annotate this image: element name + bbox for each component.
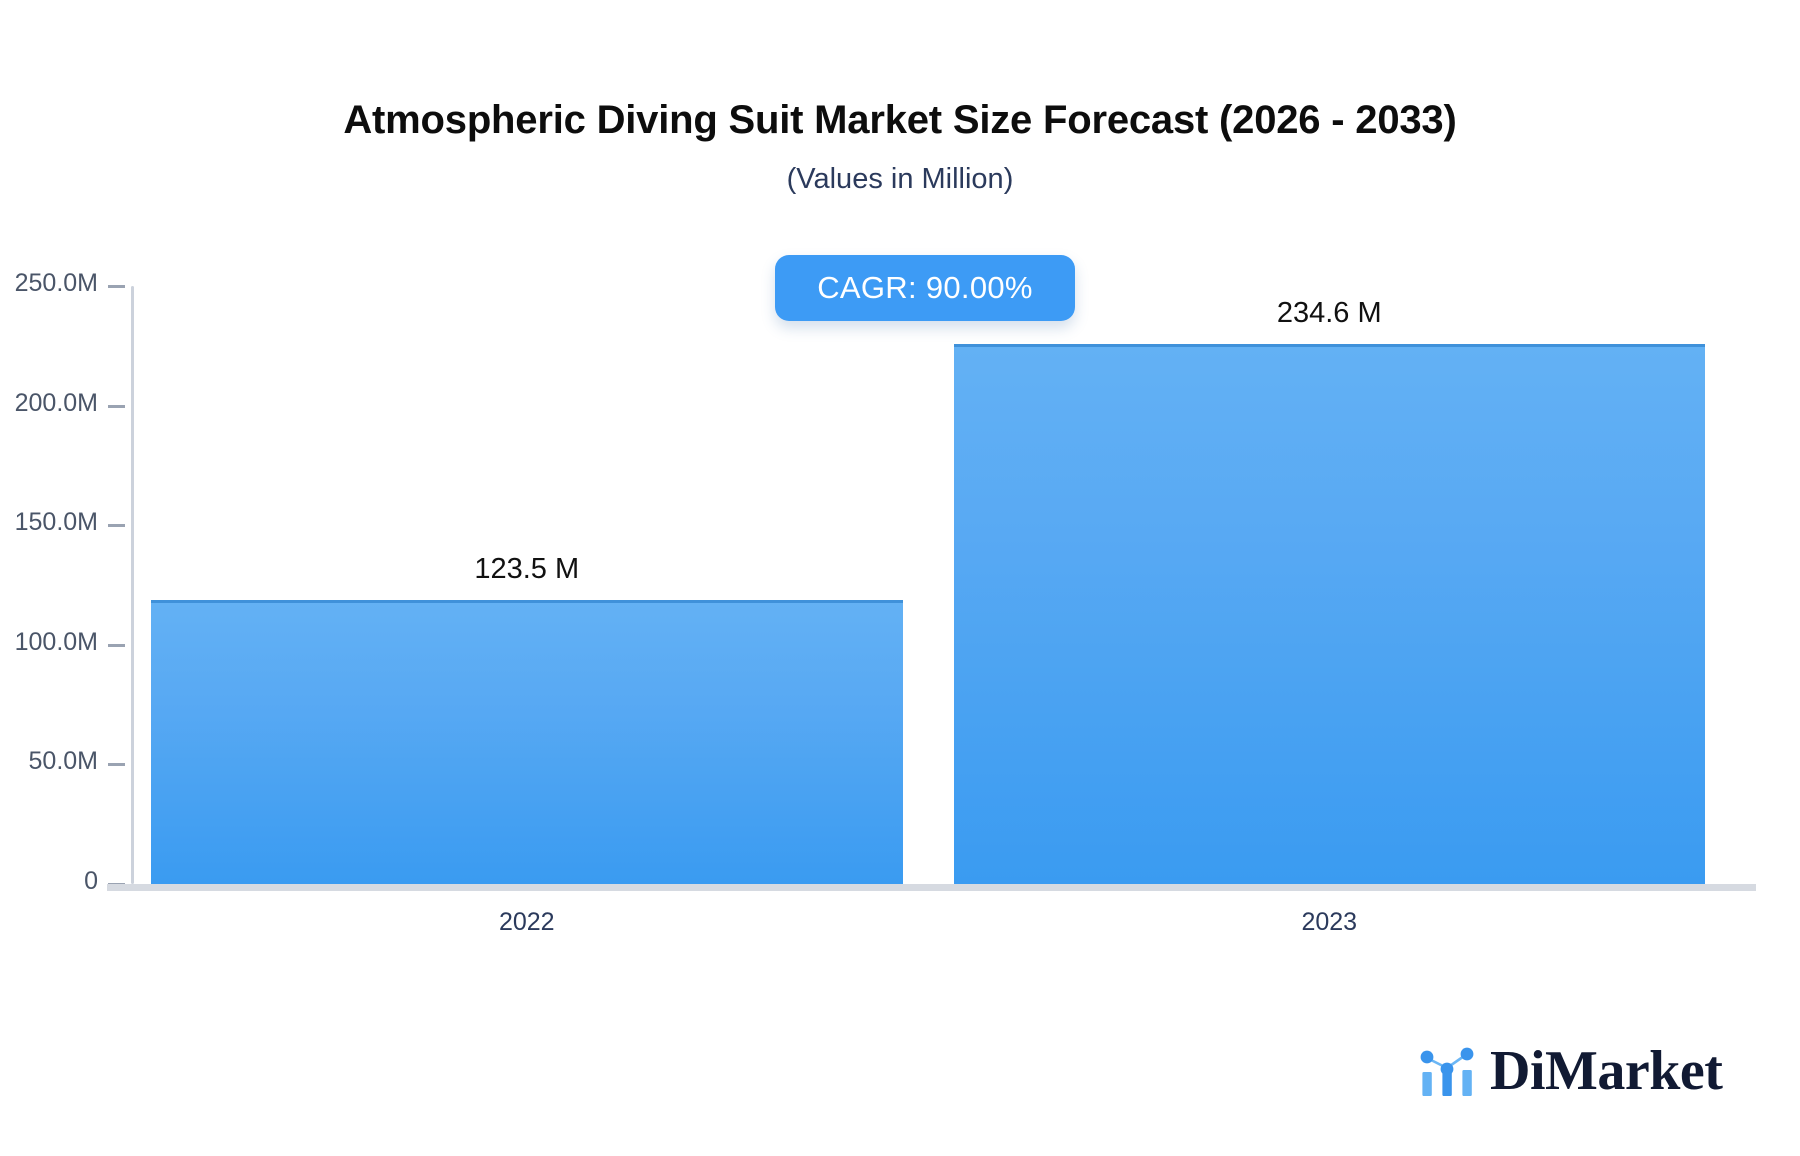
y-axis-line — [131, 286, 134, 884]
y-tick-mark — [108, 285, 125, 288]
y-tick-mark — [108, 643, 125, 647]
y-tick-mark — [108, 404, 125, 408]
cagr-badge: CAGR: 90.00% — [775, 255, 1075, 321]
chart-subtitle: (Values in Million) — [786, 163, 1014, 195]
bar-value-label: 234.6 M — [1276, 297, 1382, 330]
y-tick-label: 50.0M — [28, 747, 98, 776]
y-tick-label: 100.0M — [14, 627, 98, 656]
x-tick-label: 2022 — [498, 908, 555, 936]
y-tick-label: 200.0M — [14, 388, 98, 417]
y-tick-mark — [108, 524, 125, 528]
bar-value-label: 123.5 M — [474, 552, 580, 585]
bar-chart-line-icon — [1418, 1044, 1476, 1098]
brand-logo: DiMarket — [1418, 1040, 1723, 1102]
x-tick-label: 2023 — [1301, 908, 1358, 936]
y-tick-mark — [108, 763, 125, 767]
y-tick-label: 0 — [84, 867, 98, 895]
bar-2022 — [151, 599, 903, 884]
chart-title: Atmospheric Diving Suit Market Size Fore… — [343, 98, 1457, 142]
logo-text: DiMarket — [1490, 1040, 1723, 1102]
y-tick-label: 250.0M — [14, 269, 98, 297]
y-tick-label: 150.0M — [14, 508, 98, 537]
x-axis-line — [107, 884, 1756, 891]
bar-2023 — [953, 344, 1705, 884]
